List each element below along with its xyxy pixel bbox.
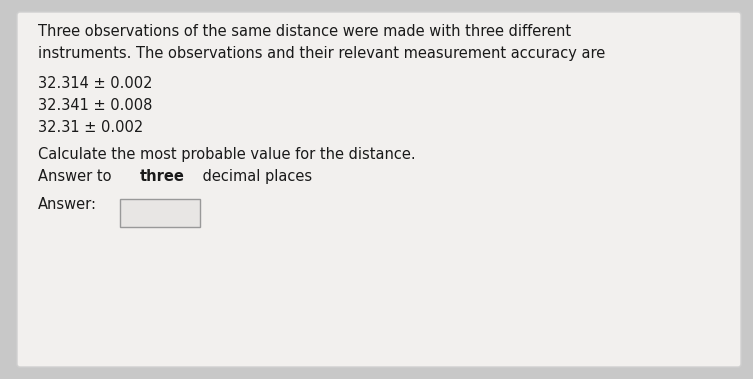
Text: decimal places: decimal places xyxy=(198,169,312,184)
Text: instruments. The observations and their relevant measurement accuracy are: instruments. The observations and their … xyxy=(38,46,605,61)
Text: Calculate the most probable value for the distance.: Calculate the most probable value for th… xyxy=(38,147,416,162)
Text: Answer:: Answer: xyxy=(38,197,97,212)
Text: Three observations of the same distance were made with three different: Three observations of the same distance … xyxy=(38,24,571,39)
Text: Answer:: Answer: xyxy=(38,197,97,212)
Text: 32.31 ± 0.002: 32.31 ± 0.002 xyxy=(38,120,143,135)
Text: three: three xyxy=(139,169,184,184)
Text: Answer to: Answer to xyxy=(38,169,116,184)
FancyBboxPatch shape xyxy=(120,199,200,227)
FancyBboxPatch shape xyxy=(17,12,741,367)
Text: 32.341 ± 0.008: 32.341 ± 0.008 xyxy=(38,98,152,113)
Text: 32.314 ± 0.002: 32.314 ± 0.002 xyxy=(38,76,153,91)
